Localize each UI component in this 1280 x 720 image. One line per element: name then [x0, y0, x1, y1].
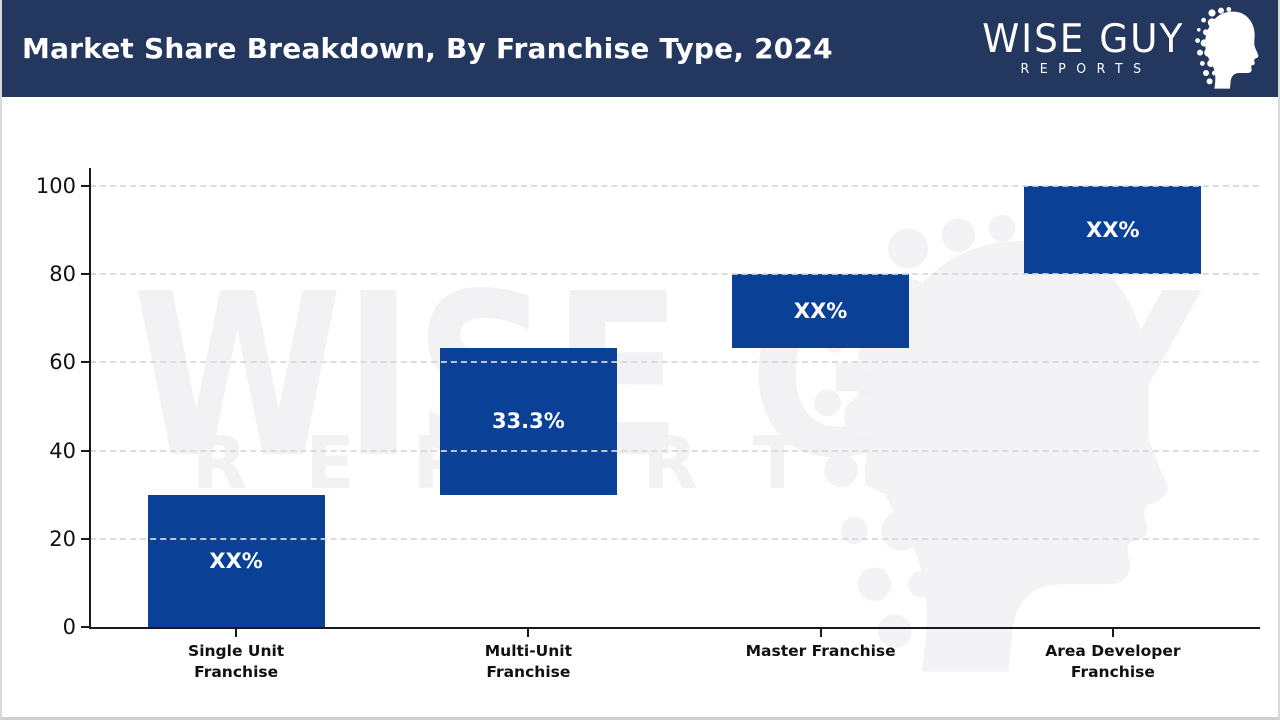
x-category-label: Multi-Unit Franchise: [484, 642, 573, 681]
bar-value-label: XX%: [1086, 218, 1140, 243]
y-tick-label-40: 40: [49, 438, 76, 463]
watermark-head-icon: [814, 215, 1168, 672]
gridline-40: [90, 449, 1259, 452]
y-tick-label-20: 20: [49, 526, 76, 551]
gridline-20: [90, 537, 1259, 540]
y-tick-label-60: 60: [49, 350, 76, 375]
gridline-60: [90, 361, 1259, 364]
x-category-label: Area Developer Franchise: [1045, 642, 1181, 681]
y-tick-mark-0: [81, 626, 89, 628]
bar-value-label: 33.3%: [491, 409, 565, 434]
bar-value-label: XX%: [209, 548, 263, 573]
x-category-label: Single Unit Franchise: [188, 642, 285, 681]
x-category-label: Master Franchise: [745, 642, 896, 660]
page-title: Market Share Breakdown, By Franchise Typ…: [22, 32, 833, 65]
bar-segment: [147, 494, 325, 627]
bar-segment: [439, 347, 617, 495]
bar-value-label: XX%: [793, 299, 848, 324]
y-tick-label-80: 80: [49, 262, 76, 287]
y-axis-line: [89, 168, 91, 629]
y-tick-label-100: 100: [35, 174, 76, 198]
y-tick-mark-20: [81, 537, 89, 540]
bar-segment: [1024, 186, 1202, 275]
brand-subname: REPORTS: [1020, 62, 1152, 77]
bar-segment: [732, 274, 910, 348]
y-tick-mark-40: [81, 449, 89, 452]
brand-name: WISE GUY: [981, 17, 1184, 62]
gridline-80: [90, 273, 1259, 276]
y-tick-mark-80: [81, 273, 89, 276]
y-tick-mark-100: [81, 185, 89, 187]
y-tick-label-0: 0: [62, 615, 76, 639]
y-tick-mark-60: [81, 361, 89, 364]
x-tick-mark: [527, 629, 530, 637]
x-tick-mark: [235, 629, 238, 637]
header-bar: Market Share Breakdown, By Franchise Typ…: [2, 0, 1278, 97]
x-tick-mark: [819, 629, 822, 637]
brand-head-icon: [1195, 6, 1259, 89]
x-tick-mark: [1111, 629, 1114, 637]
brand-logo: WISE GUY REPORTS: [978, 6, 1264, 91]
gridline-100: [90, 185, 1259, 187]
brand-logo-text: WISE GUY REPORTS: [982, 20, 1184, 77]
x-axis-line: [89, 627, 1260, 629]
